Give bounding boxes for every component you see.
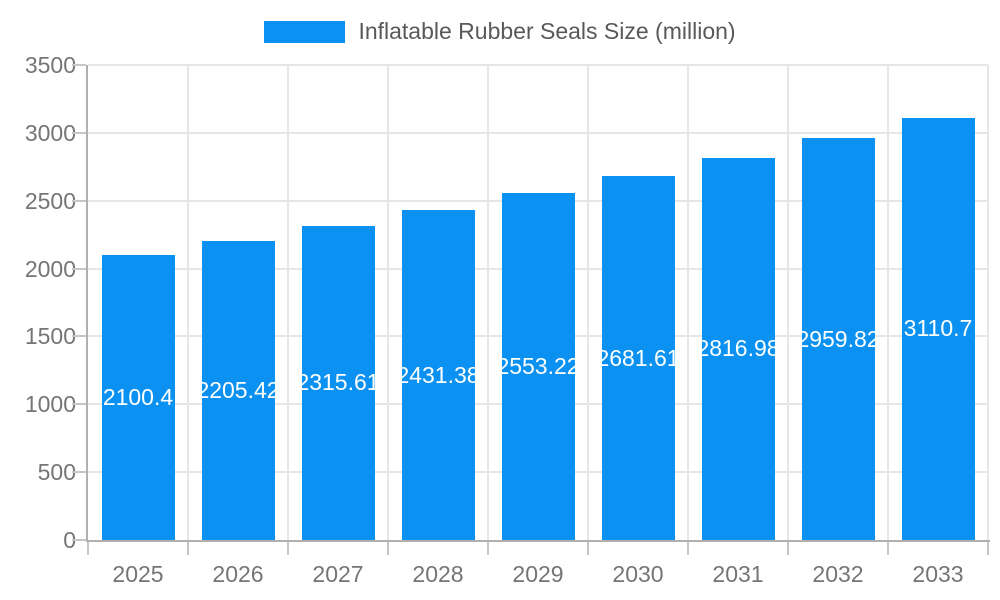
y-tick-label: 3500 bbox=[24, 52, 76, 78]
y-tick bbox=[72, 64, 86, 66]
bar: 2681.61 bbox=[601, 176, 675, 540]
bar: 2431.38 bbox=[401, 210, 475, 540]
y-tick bbox=[72, 403, 86, 406]
legend-label: Inflatable Rubber Seals Size (million) bbox=[358, 18, 736, 44]
x-tick bbox=[687, 542, 689, 555]
x-tick bbox=[387, 542, 389, 555]
y-tick bbox=[72, 131, 86, 134]
x-tick-label: 2025 bbox=[112, 561, 164, 587]
y-tick bbox=[72, 335, 86, 338]
x-grid-line bbox=[487, 65, 489, 540]
bar-value-label: 2681.61 bbox=[601, 344, 675, 371]
bar-value-label: 2959.82 bbox=[801, 325, 875, 352]
x-tick-label: 2031 bbox=[712, 561, 764, 587]
x-tick-label: 2028 bbox=[412, 561, 464, 587]
x-tick bbox=[87, 542, 89, 555]
y-tick bbox=[72, 471, 86, 474]
bar: 2100.4 bbox=[101, 254, 175, 540]
y-grid-line bbox=[88, 64, 988, 66]
x-tick-label: 2032 bbox=[812, 561, 864, 587]
plot-area: 2100.4 2205.42 2315.61 2431.38 2553.22 2681.6… bbox=[72, 64, 990, 555]
y-tick-label: 1500 bbox=[24, 323, 76, 350]
x-tick-label: 2033 bbox=[912, 561, 964, 587]
x-tick bbox=[787, 542, 789, 555]
bar-value-label: 2100.4 bbox=[102, 383, 174, 410]
bar-value-label: 2553.22 bbox=[501, 353, 575, 380]
y-tick-label: 1000 bbox=[24, 391, 76, 418]
y-tick-label: 2000 bbox=[24, 255, 76, 282]
x-tick bbox=[287, 542, 289, 555]
y-tick bbox=[72, 267, 86, 270]
y-tick bbox=[72, 199, 86, 202]
y-tick-label: 2500 bbox=[24, 187, 76, 214]
x-tick-label: 2026 bbox=[212, 561, 264, 587]
y-tick bbox=[72, 539, 86, 541]
bar: 2816.98 bbox=[701, 157, 775, 540]
x-grid-line bbox=[787, 65, 789, 540]
legend: Inflatable Rubber Seals Size (million) bbox=[0, 20, 1000, 43]
y-grid-line bbox=[88, 131, 988, 134]
x-grid-line bbox=[987, 65, 989, 540]
legend-swatch bbox=[264, 20, 346, 43]
x-axis-line bbox=[86, 540, 990, 542]
bar: 3110.7 bbox=[901, 117, 975, 540]
bar-value-label: 3110.7 bbox=[903, 315, 973, 342]
x-tick bbox=[587, 542, 589, 555]
bar-value-label: 2205.42 bbox=[201, 376, 275, 403]
bar-value-label: 2431.38 bbox=[401, 361, 475, 388]
y-tick-label: 3000 bbox=[24, 119, 76, 146]
x-grid-line bbox=[387, 65, 389, 540]
x-tick bbox=[487, 542, 489, 555]
bar: 2959.82 bbox=[801, 138, 875, 540]
x-tick-label: 2027 bbox=[312, 561, 364, 587]
y-tick-label: 0 bbox=[63, 527, 76, 553]
x-tick-label: 2030 bbox=[612, 561, 664, 587]
x-grid-line bbox=[887, 65, 889, 540]
legend-item[interactable]: Inflatable Rubber Seals Size (million) bbox=[264, 18, 736, 44]
bar-value-label: 2315.61 bbox=[301, 369, 375, 396]
bar-value-label: 2816.98 bbox=[701, 335, 775, 362]
x-grid-line bbox=[187, 65, 189, 540]
x-tick bbox=[187, 542, 189, 555]
x-grid-line bbox=[687, 65, 689, 540]
bar: 2205.42 bbox=[201, 240, 275, 540]
x-tick bbox=[887, 542, 889, 555]
bar: 2315.61 bbox=[301, 225, 375, 540]
x-tick bbox=[987, 542, 989, 555]
y-axis-line bbox=[86, 65, 88, 542]
y-tick-label: 500 bbox=[37, 459, 76, 486]
x-grid-line bbox=[587, 65, 589, 540]
x-grid-line bbox=[287, 65, 289, 540]
x-tick-label: 2029 bbox=[512, 561, 564, 587]
bar: 2553.22 bbox=[501, 193, 575, 540]
